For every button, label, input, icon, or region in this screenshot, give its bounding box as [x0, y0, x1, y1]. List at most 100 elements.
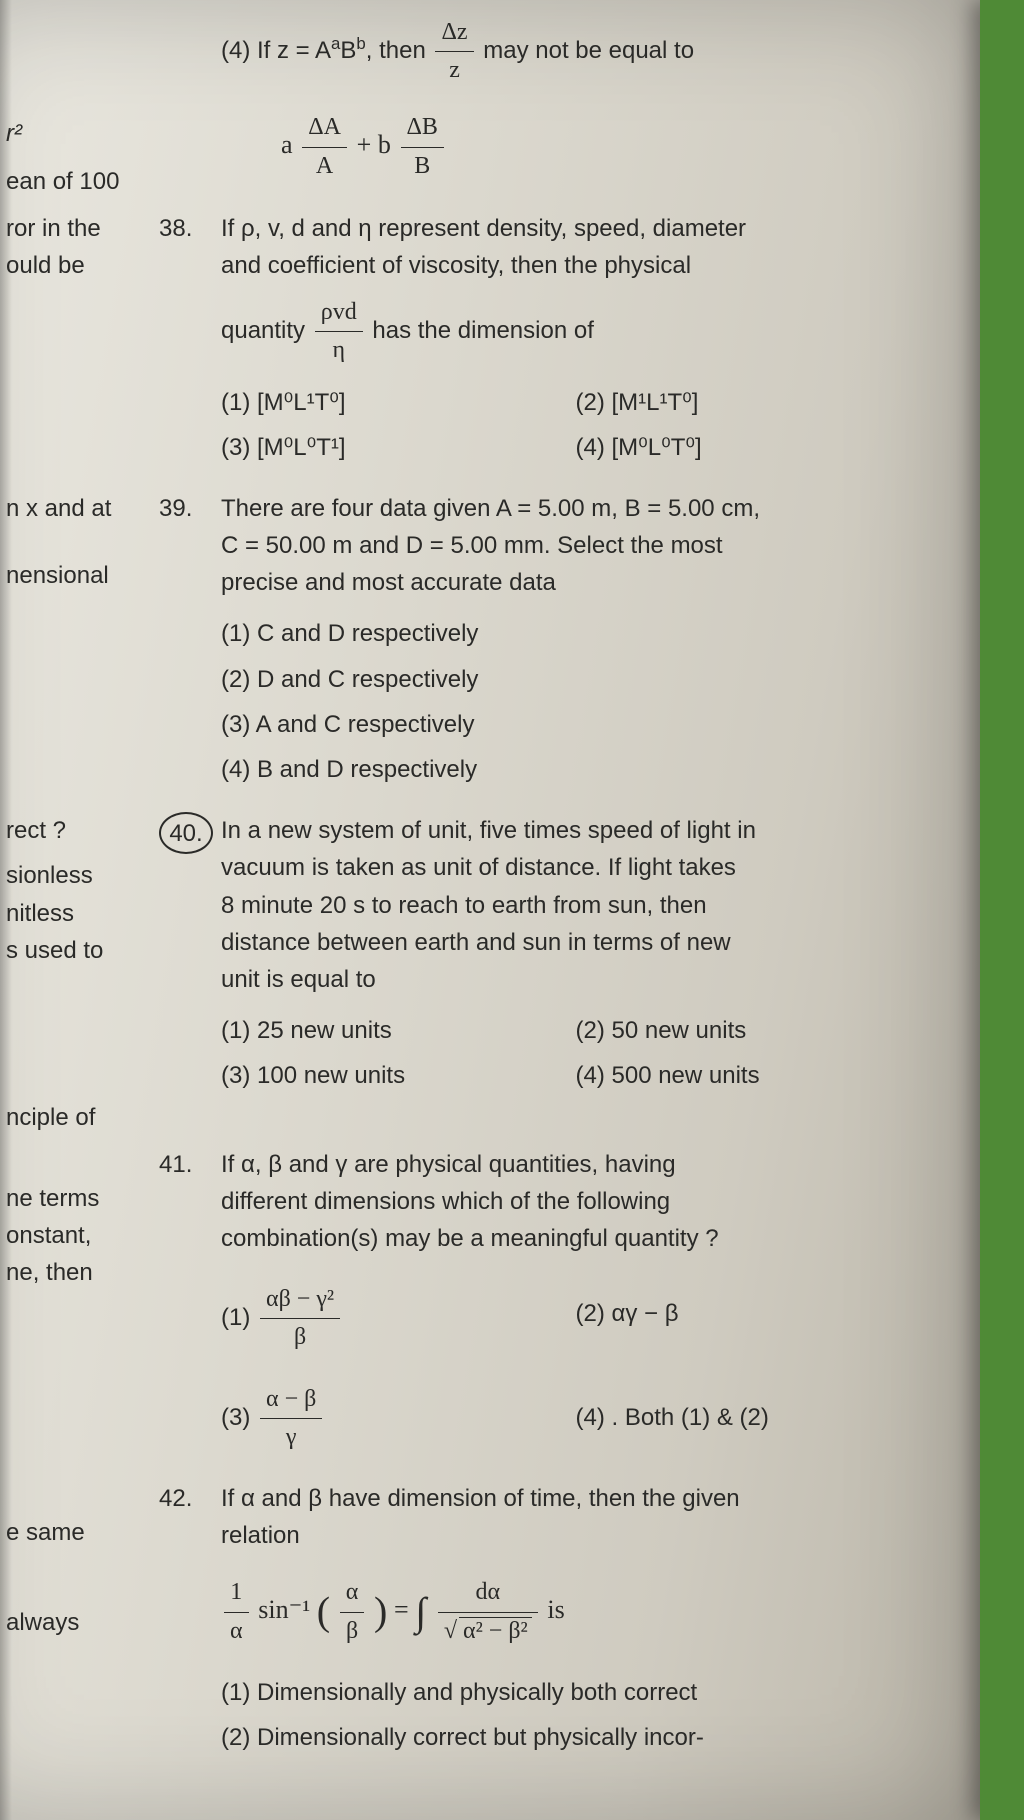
q41: ne terms onstant, ne, then 41. If α, β a… [0, 1146, 930, 1460]
sqrt: α² − β² [444, 1613, 532, 1650]
denominator: β [260, 1319, 340, 1356]
q37-opt4: (4) If z = AaBb, then Δzz may not be equ… [0, 14, 930, 89]
text: quantity [221, 317, 312, 344]
option-4: (4) B and D respectively [221, 747, 930, 792]
text: a [281, 130, 293, 159]
option-2: (2) D and C respectively [221, 657, 930, 702]
text: = [394, 1595, 415, 1624]
fraction: α − βγ [260, 1381, 322, 1456]
text: B [340, 37, 356, 64]
option-3: (3) [M⁰L⁰T¹] [221, 425, 576, 470]
options: (1) C and D respectively (2) D and C res… [221, 611, 930, 792]
question-text: 8 minute 20 s to reach to earth from sun… [221, 887, 930, 924]
denominator: A [302, 148, 347, 185]
denominator: η [315, 332, 363, 369]
sup: a [331, 34, 340, 53]
content: (4) If z = AaBb, then Δzz may not be equ… [0, 14, 960, 1760]
option-1: (1) αβ − γ²β [221, 1277, 576, 1360]
side-text: always [6, 1604, 155, 1641]
numerator: α [340, 1574, 365, 1612]
radicand: α² − β² [459, 1617, 532, 1644]
numerator: 1 [224, 1574, 249, 1612]
numerator: Δz [435, 14, 473, 52]
paper-page: (4) If z = AaBb, then Δzz may not be equ… [0, 0, 1024, 1820]
text: (4) If z = A [221, 37, 331, 64]
option-3: (3) A and C respectively [221, 702, 930, 747]
option-2: (2) Dimensionally correct but physically… [221, 1715, 930, 1760]
question-number: 39. [155, 490, 221, 792]
q39: n x and at nensional 39. There are four … [0, 490, 930, 792]
option-3: (3) α − βγ [221, 1361, 576, 1460]
side-text: ean of 100 [6, 163, 155, 200]
numerator: ΔA [302, 109, 347, 147]
numerator: α − β [260, 1381, 322, 1419]
side-text: s used to [6, 932, 155, 969]
q42: e same 42. If α and β have dimension of … [0, 1480, 930, 1554]
q38: ror in the ould be 38. If ρ, v, d and η … [0, 210, 930, 470]
paren: ) [374, 1589, 387, 1634]
side-text: nensional [6, 557, 155, 594]
question-text: If α, β and γ are physical quantities, h… [221, 1146, 930, 1183]
question-text: combination(s) may be a meaningful quant… [221, 1220, 930, 1257]
options: (1) [M⁰L¹T⁰] (2) [M¹L¹T⁰] (3) [M⁰L⁰T¹] (… [221, 380, 930, 470]
question-text: and coefficient of viscosity, then the p… [221, 247, 930, 284]
denominator: α [224, 1613, 249, 1650]
question-text: precise and most accurate data [221, 564, 930, 601]
paren: ( [317, 1589, 330, 1634]
question-text: In a new system of unit, five times spee… [221, 812, 930, 849]
side-text: r² [6, 115, 155, 152]
side-text: ror in the [6, 210, 155, 247]
side-text: onstant, [6, 1217, 155, 1254]
side-row: nciple of [0, 1099, 930, 1136]
option-4: (4) [M⁰L⁰T⁰] [576, 425, 931, 470]
numerator: ΔB [401, 109, 444, 147]
side-text: ould be [6, 247, 155, 284]
question-number: 41. [155, 1146, 221, 1460]
options: (1) 25 new units (2) 50 new units (3) 10… [221, 1008, 930, 1098]
text: , then [366, 37, 433, 64]
option-1: (1) [M⁰L¹T⁰] [221, 380, 576, 425]
right-edge [980, 0, 1024, 1820]
options: (1) αβ − γ²β (2) αγ − β (3) α − βγ (4) .… [221, 1277, 930, 1460]
option-2: (2) 50 new units [576, 1008, 931, 1053]
question-text: If α and β have dimension of time, then … [221, 1480, 930, 1517]
fraction: αβ − γ²β [260, 1281, 340, 1356]
question-number: 38. [155, 210, 221, 470]
option-2: (2) [M¹L¹T⁰] [576, 380, 931, 425]
sup: b [356, 34, 365, 53]
denominator: γ [260, 1419, 322, 1456]
denominator: β [340, 1613, 365, 1650]
q42-eq: always 1α sin⁻¹ ( αβ ) = ∫ dα α² − β² is… [0, 1574, 930, 1760]
question-number: 42. [155, 1480, 221, 1554]
side-text: nciple of [0, 1099, 155, 1136]
options: (1) Dimensionally and physically both co… [221, 1670, 930, 1760]
denominator: B [401, 148, 444, 185]
option-1: (1) Dimensionally and physically both co… [221, 1670, 930, 1715]
question-text: quantity ρvdη has the dimension of [221, 294, 930, 369]
side-text: ne terms [6, 1180, 155, 1217]
numerator: dα [438, 1574, 538, 1612]
fraction: Δzz [435, 14, 473, 89]
question-number: 40. [155, 812, 221, 1098]
q40: rect ? sionless nitless s used to 40. In… [0, 812, 930, 1098]
side-text [0, 14, 155, 89]
text: may not be equal to [483, 37, 694, 64]
fraction: ρvdη [315, 294, 363, 369]
side-text: sionless [6, 857, 155, 894]
option-1: (1) 25 new units [221, 1008, 576, 1053]
text: sin⁻¹ [258, 1595, 310, 1624]
q37-expr: r² ean of 100 a ΔAA + b ΔBB [0, 109, 930, 199]
question-text: If ρ, v, d and η represent density, spee… [221, 210, 930, 247]
question-text: different dimensions which of the follow… [221, 1183, 930, 1220]
option-4: (4) . Both (1) & (2) [576, 1361, 931, 1460]
denominator: α² − β² [438, 1613, 538, 1650]
fraction: 1α [224, 1574, 249, 1649]
denominator: z [435, 52, 473, 89]
fraction: ΔBB [401, 109, 444, 184]
question-text: distance between earth and sun in terms … [221, 924, 930, 961]
integral-icon: ∫ [415, 1581, 426, 1643]
text: has the dimension of [372, 317, 593, 344]
numerator: αβ − γ² [260, 1281, 340, 1319]
fraction: dα α² − β² [438, 1574, 538, 1649]
side-text: e same [6, 1514, 155, 1551]
